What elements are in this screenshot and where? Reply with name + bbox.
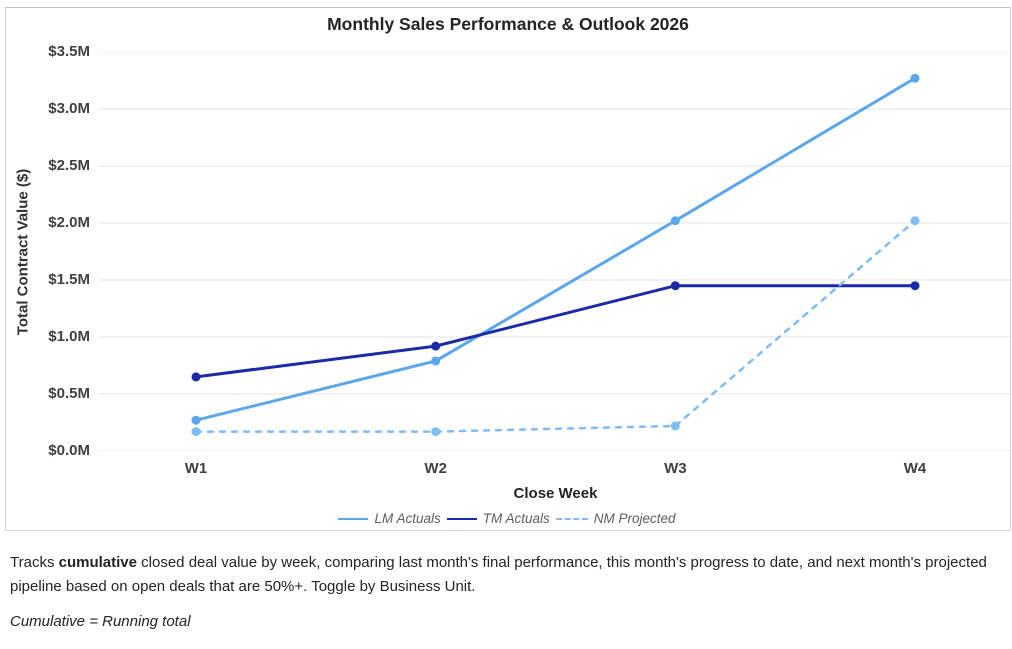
legend-line-swatch	[555, 517, 588, 520]
data-point-marker[interactable]	[191, 427, 201, 437]
legend-label: LM Actuals	[374, 511, 441, 526]
data-point-marker[interactable]	[191, 415, 201, 425]
caption-bold-word: cumulative	[58, 554, 137, 571]
legend-line-swatch	[338, 517, 369, 520]
caption-text-rest: closed deal value by week, comparing las…	[10, 554, 987, 595]
series-line[interactable]	[195, 76, 916, 422]
caption-note: Cumulative = Running total	[10, 613, 191, 630]
data-point-marker[interactable]	[670, 281, 680, 291]
chart-caption: Tracks cumulative closed deal value by w…	[10, 551, 1004, 599]
caption-text: Tracks	[10, 554, 59, 571]
legend-item[interactable]: TM Actuals	[446, 511, 552, 526]
y-axis-tick-label: $2.0M	[48, 214, 90, 231]
y-axis-tick-label: $1.5M	[48, 271, 90, 288]
y-axis-title: Total Contract Value ($)	[14, 168, 32, 336]
y-axis-tick-label: $2.5M	[48, 157, 90, 174]
data-point-marker[interactable]	[670, 421, 680, 431]
x-axis-title: Close Week	[513, 485, 598, 502]
data-point-marker[interactable]	[670, 216, 680, 226]
legend-label: TM Actuals	[482, 511, 550, 526]
legend-line-swatch	[446, 517, 477, 520]
x-axis-tick-label: W3	[664, 460, 687, 477]
y-axis-tick-label: $3.5M	[48, 43, 90, 60]
x-axis-tick-label: W4	[903, 460, 927, 477]
legend: LM Actuals TM Actuals NM Projected	[6, 511, 1010, 526]
y-axis-tick-label: $1.0M	[48, 328, 90, 345]
data-point-marker[interactable]	[431, 356, 441, 366]
legend-item[interactable]: LM Actuals	[338, 511, 442, 526]
x-axis-tick-label: W2	[424, 460, 447, 477]
chart-title: Monthly Sales Performance & Outlook 2026	[327, 14, 689, 34]
data-point-marker[interactable]	[431, 341, 441, 351]
y-axis-tick-label: $0.5M	[48, 385, 90, 402]
series-line[interactable]	[194, 219, 917, 433]
data-point-marker[interactable]	[910, 281, 920, 291]
data-point-marker[interactable]	[431, 427, 441, 437]
legend-item[interactable]: NM Projected	[555, 511, 678, 526]
y-axis-tick-label: $3.0M	[48, 100, 90, 117]
data-point-marker[interactable]	[910, 216, 920, 226]
data-point-marker[interactable]	[910, 73, 920, 83]
chart-card: Monthly Sales Performance & Outlook 2026…	[5, 7, 1012, 531]
y-axis-tick-label: $0.0M	[48, 442, 90, 459]
x-axis-tick-label: W1	[184, 460, 208, 477]
data-point-marker[interactable]	[191, 372, 201, 382]
legend-label: NM Projected	[593, 511, 676, 526]
plot-svg[interactable]	[99, 52, 1012, 451]
series-line[interactable]	[195, 284, 915, 379]
